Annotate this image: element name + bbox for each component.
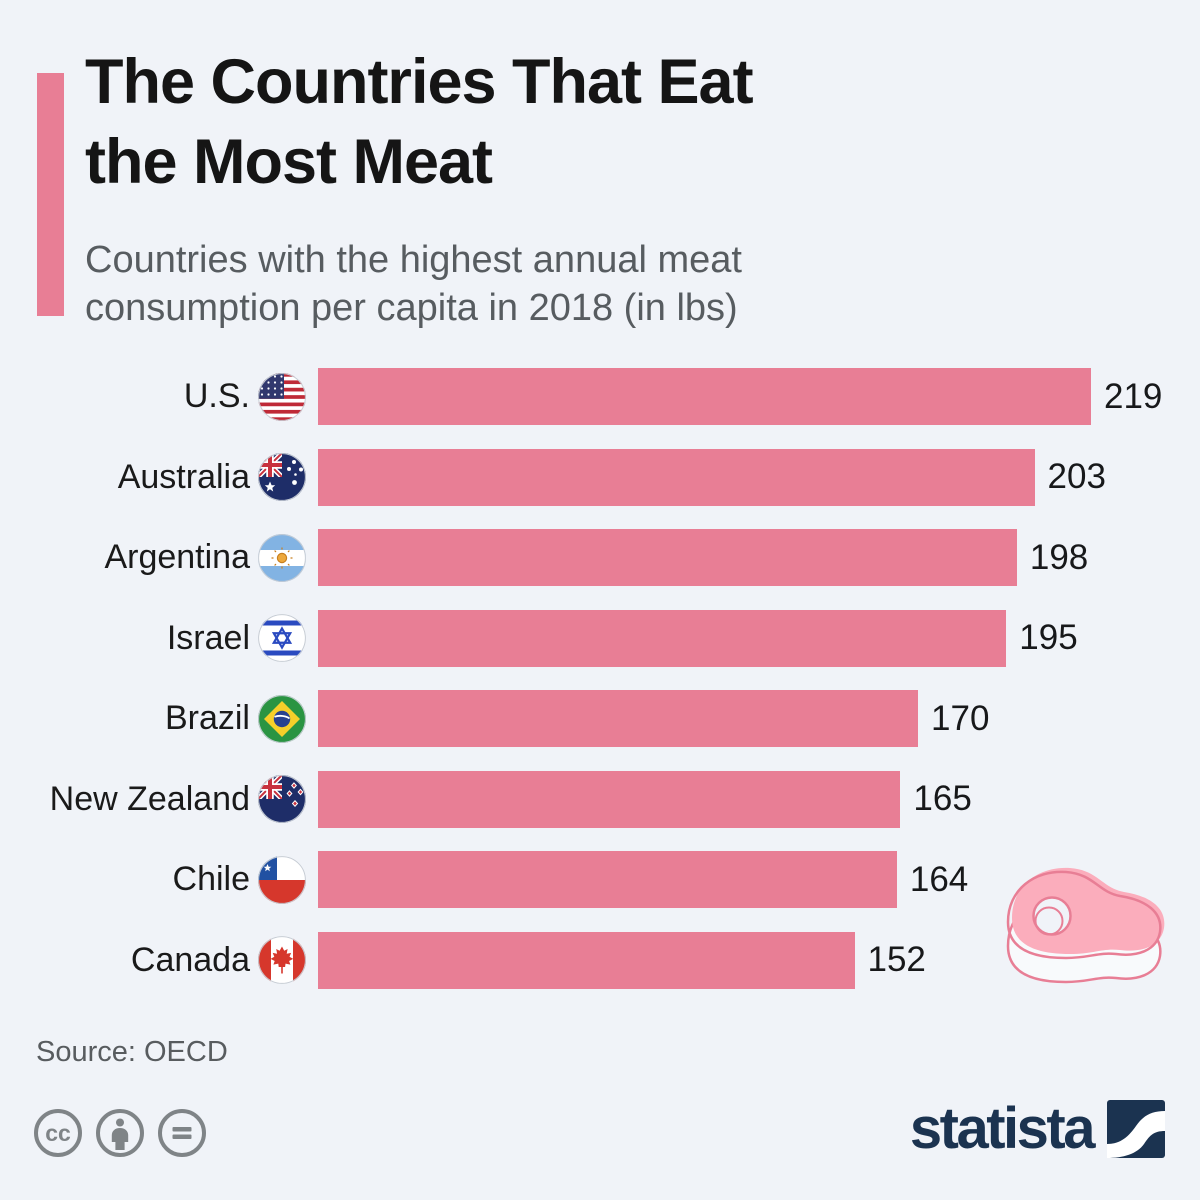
- value-label: 219: [1104, 376, 1163, 416]
- chart-row-australia: Australia: [36, 448, 1162, 506]
- chart-subtitle: Countries with the highest annual meat c…: [85, 236, 885, 332]
- steak-illustration: [1000, 862, 1170, 1009]
- title-accent-bar: [37, 73, 64, 316]
- value-label: 195: [1019, 618, 1078, 657]
- page-title: The Countries That Eat the Most Meat: [85, 42, 754, 202]
- chile-flag-icon: [258, 855, 306, 904]
- value-label: 198: [1029, 537, 1089, 577]
- statista-wordmark: statista: [909, 1096, 1096, 1161]
- country-label: Australia: [117, 457, 250, 496]
- country-label: Brazil: [164, 699, 250, 737]
- value-label: 165: [913, 779, 972, 818]
- country-label: Argentina: [104, 538, 250, 576]
- bar: [318, 529, 1017, 586]
- bar: [318, 368, 1091, 425]
- chart-row-new-zealand: New Zealand: [36, 770, 1162, 828]
- value-label: 164: [909, 859, 969, 899]
- subtitle-line-2: consumption per capita in 2018 (in lbs): [85, 287, 738, 329]
- chart-row-argentina: Argentina: [36, 529, 1162, 586]
- bar: [318, 931, 855, 989]
- bar-chart: U.S.: [36, 368, 1162, 1012]
- chart-row-canada: Canada 152: [36, 931, 1162, 989]
- chart-row-us: U.S.: [36, 368, 1162, 425]
- bar: [318, 851, 897, 908]
- chart-row-israel: Israel 195: [36, 609, 1162, 667]
- chart-row-chile: Chile 164: [36, 851, 1162, 908]
- header: The Countries That Eat the Most Meat Cou…: [85, 42, 754, 329]
- bar: [318, 690, 919, 747]
- bar: [318, 448, 1035, 506]
- statista-swoosh-icon: [1107, 1100, 1165, 1158]
- country-label: Israel: [166, 618, 250, 657]
- country-label: New Zealand: [49, 779, 250, 818]
- bar: [318, 609, 1007, 667]
- attribution-person-icon[interactable]: [95, 1108, 145, 1158]
- brazil-flag-icon: [258, 694, 306, 743]
- canada-flag-icon: [258, 936, 306, 984]
- cc-icon[interactable]: cc: [33, 1108, 83, 1158]
- statista-logo[interactable]: statista: [910, 1100, 1165, 1158]
- country-label: Chile: [172, 860, 250, 898]
- country-label: Canada: [130, 940, 250, 979]
- subtitle-line-1: Countries with the highest annual meat: [85, 239, 742, 281]
- title-line-2: the Most Meat: [85, 127, 493, 197]
- israel-flag-icon: [258, 614, 306, 662]
- chart-row-brazil: Brazil 170: [36, 690, 1162, 747]
- new-zealand-flag-icon: [258, 775, 306, 823]
- bar: [318, 770, 901, 828]
- value-label: 170: [931, 698, 990, 738]
- argentina-flag-icon: [258, 533, 306, 582]
- value-label: 203: [1047, 457, 1106, 496]
- value-label: 152: [867, 940, 926, 979]
- license-icons: cc: [33, 1108, 207, 1158]
- us-flag-icon: [258, 372, 306, 421]
- source-label: Source: OECD: [36, 1036, 228, 1068]
- title-line-1: The Countries That Eat: [85, 47, 754, 117]
- australia-flag-icon: [258, 453, 306, 501]
- svg-text:cc: cc: [45, 1120, 71, 1146]
- equals-icon[interactable]: [157, 1108, 207, 1158]
- country-label: U.S.: [183, 377, 250, 415]
